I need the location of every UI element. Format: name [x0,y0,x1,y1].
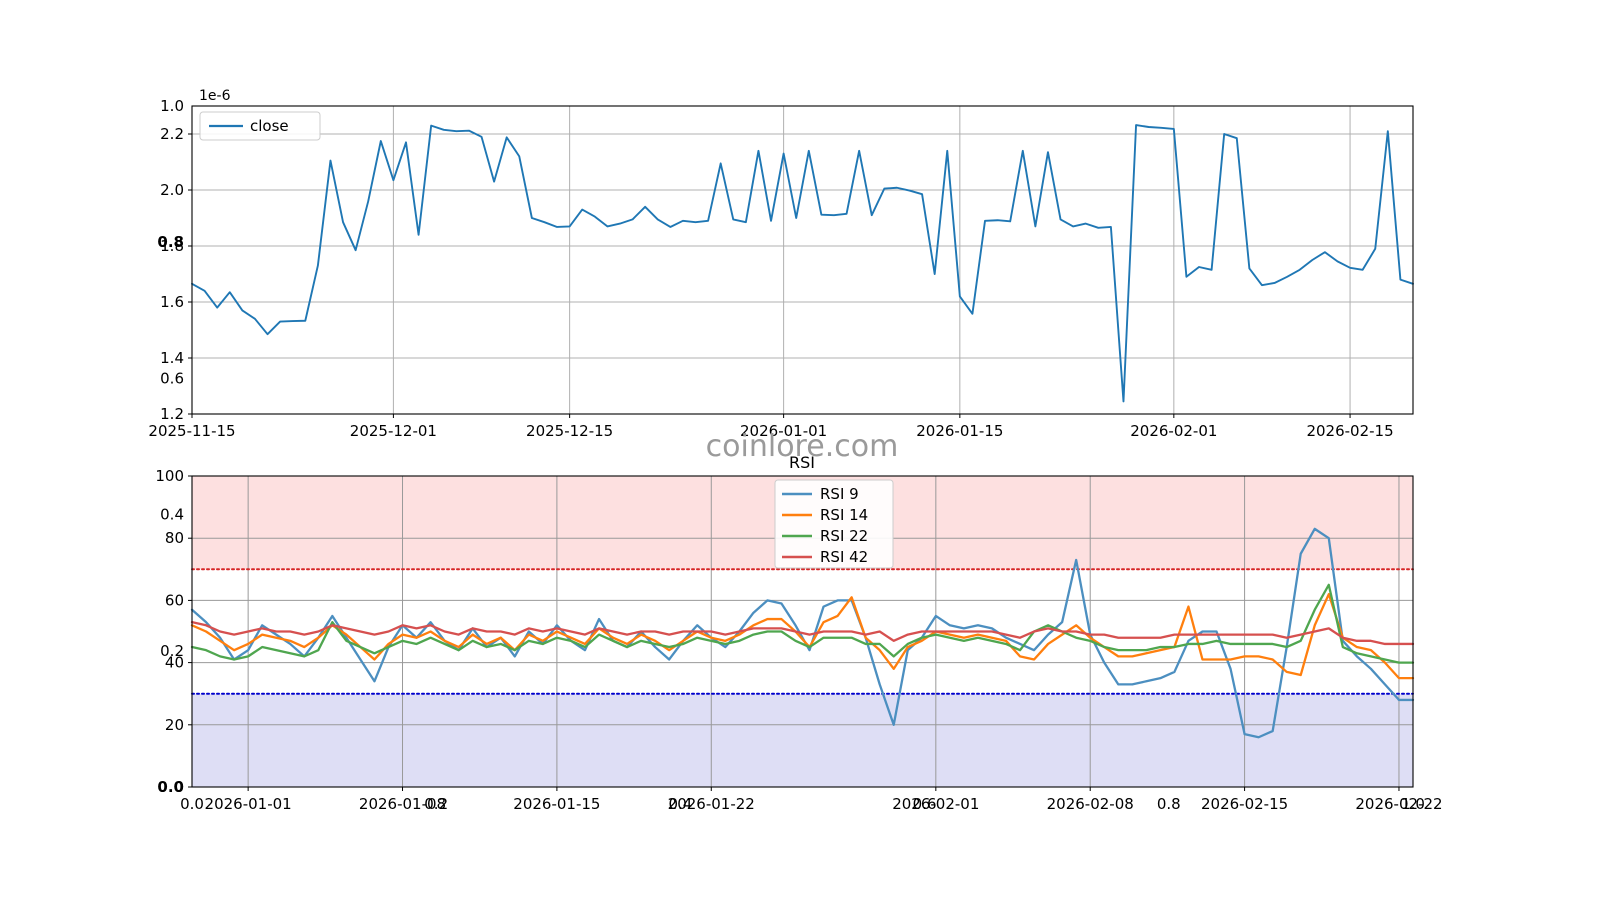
price-y-tick: 1.2 [160,405,184,423]
overlay-x-tick: 0.0 [180,795,204,813]
rsi-plot-border [191,475,1414,788]
price-x-tick: 2026-01-15 [916,422,1003,440]
price-x-tick: 2025-12-01 [350,422,437,440]
price-y-tick: 2.0 [160,181,184,199]
rsi-x-tick: 2026-01-22 [668,795,755,813]
price-x-tick: 2026-02-15 [1306,422,1393,440]
rsi-y-tick: 80 [165,529,184,547]
price-plot-background [192,106,1413,414]
rsi-legend-box [774,479,894,569]
price-y-tick: 2.2 [160,125,184,143]
price-y-tick-labels: 2.2 2.0 1.8 1.6 1.4 1.2 [160,125,192,423]
rsi-series-rsi-42 [190,621,1415,646]
price-x-tick: 2025-12-15 [526,422,613,440]
price-y-tick: 1.4 [160,349,184,367]
price-x-tick: 2026-02-01 [1130,422,1217,440]
price-legend-box [199,111,321,141]
rsi-legend-label-rsi22: RSI 22 [820,527,868,545]
overlay-x-tick: 0.6 [913,795,937,813]
price-x-tick: 2026-01-01 [740,422,827,440]
overlay-y-tick: 0.8 [157,233,184,251]
rsi-y-tick: 40 [165,654,184,672]
rsi-series-rsi-22 [190,583,1415,664]
rsi-oversold-band [192,693,1413,787]
rsi-legend-label-rsi14: RSI 14 [820,506,868,524]
overlay-x-tick: 1.0 [1401,795,1425,813]
rsi-x-tick: 2026-01-08 [359,795,446,813]
rsi-series-rsi-14 [190,593,1415,680]
overlay-y-tick: 0.2 [160,642,184,660]
overlay-x-tick-labels: 0.0 0.2 0.4 0.6 0.8 1.0 [180,795,1425,813]
rsi-legend-label-rsi9: RSI 9 [820,485,859,503]
rsi-x-tick-labels: 2026-01-01 2026-01-08 2026-01-15 2026-01-22… [205,787,1443,813]
overlay-y-tick: 0.0 [157,778,184,796]
rsi-y-tick: 100 [155,467,184,485]
rsi-series-group [190,527,1415,739]
rsi-legend: RSI 9 RSI 14 RSI 22 RSI 42 [774,479,894,569]
rsi-y-tick: 20 [165,716,184,734]
rsi-x-tick: 2026-02-15 [1201,795,1288,813]
price-legend: close [199,111,321,141]
rsi-x-tick: 2026-01-15 [513,795,600,813]
price-y-tick: 1.6 [160,293,184,311]
overlay-x-tick: 0.4 [668,795,692,813]
rsi-y-tick: 60 [165,591,184,609]
price-x-tick-labels: 2025-11-15 2025-12-01 2025-12-15 2026-01-01… [148,414,1394,440]
rsi-x-tick: 2026-02-08 [1047,795,1134,813]
price-panel: 2.22.01.81.61.41.2 2025-11-15 2025-12-01 2… [148,88,1414,440]
rsi-x-tick: 2026-02-22 [1355,795,1442,813]
rsi-legend-label-rsi42: RSI 42 [820,548,868,566]
price-x-tick: 2025-11-15 [148,422,235,440]
price-y-offset-label: 1e-6 [199,88,231,104]
overlay-y-tick: 0.6 [160,369,184,387]
overlay-x-tick: 0.8 [1157,795,1181,813]
overlay-y-tick-labels: 1.0 0.8 0.6 0.4 0.2 0.0 [157,97,184,796]
price-y-tick: 1.8 [160,237,184,255]
watermark-text: coinlore.com [706,429,899,464]
rsi-y-tick: 0 [174,778,184,796]
price-legend-label-close: close [250,117,289,135]
rsi-x-tick: 2026-01-01 [205,795,292,813]
price-series-group [191,124,1414,403]
price-plot-border [191,105,1414,415]
overlay-y-tick: 1.0 [160,97,184,115]
overlay-x-tick: 0.2 [424,795,448,813]
rsi-x-tick: 2026-02-01 [892,795,979,813]
rsi-title: RSI [789,453,815,472]
rsi-y-tick-labels: 100 80 60 40 20 0 [155,467,192,796]
overlay-y-tick: 0.4 [160,506,184,524]
